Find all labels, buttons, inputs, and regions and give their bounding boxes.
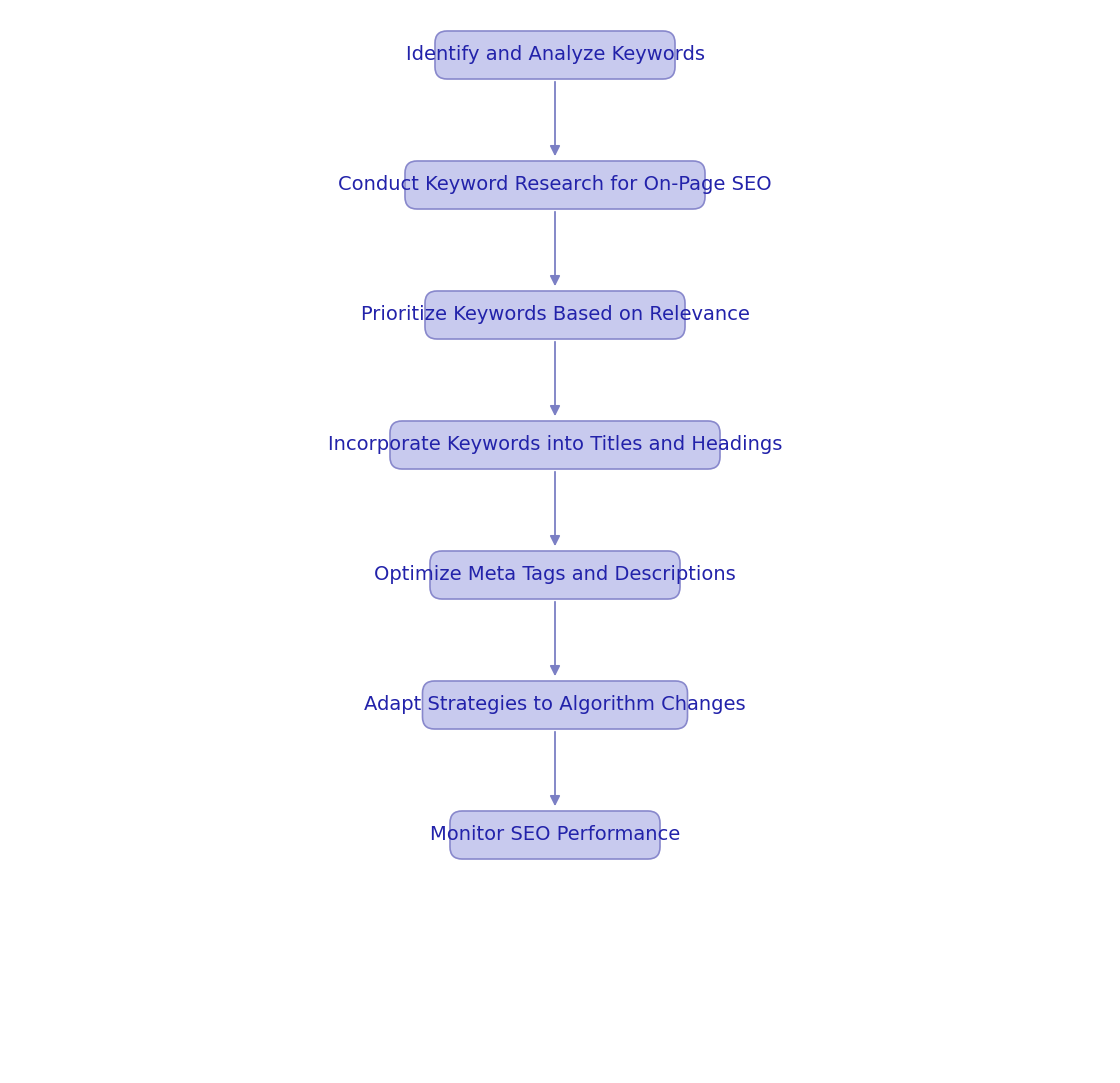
- Text: Identify and Analyze Keywords: Identify and Analyze Keywords: [405, 45, 704, 65]
- FancyBboxPatch shape: [422, 681, 688, 729]
- Text: Prioritize Keywords Based on Relevance: Prioritize Keywords Based on Relevance: [361, 305, 749, 325]
- FancyBboxPatch shape: [424, 291, 685, 339]
- Text: Adapt Strategies to Algorithm Changes: Adapt Strategies to Algorithm Changes: [364, 695, 746, 715]
- Text: Incorporate Keywords into Titles and Headings: Incorporate Keywords into Titles and Hea…: [328, 435, 782, 455]
- Text: Conduct Keyword Research for On-Page SEO: Conduct Keyword Research for On-Page SEO: [338, 175, 772, 195]
- FancyBboxPatch shape: [435, 31, 675, 79]
- FancyBboxPatch shape: [390, 421, 720, 469]
- FancyBboxPatch shape: [405, 161, 704, 209]
- FancyBboxPatch shape: [430, 551, 680, 599]
- FancyBboxPatch shape: [450, 811, 660, 859]
- Text: Monitor SEO Performance: Monitor SEO Performance: [430, 825, 680, 845]
- Text: Optimize Meta Tags and Descriptions: Optimize Meta Tags and Descriptions: [374, 565, 736, 585]
